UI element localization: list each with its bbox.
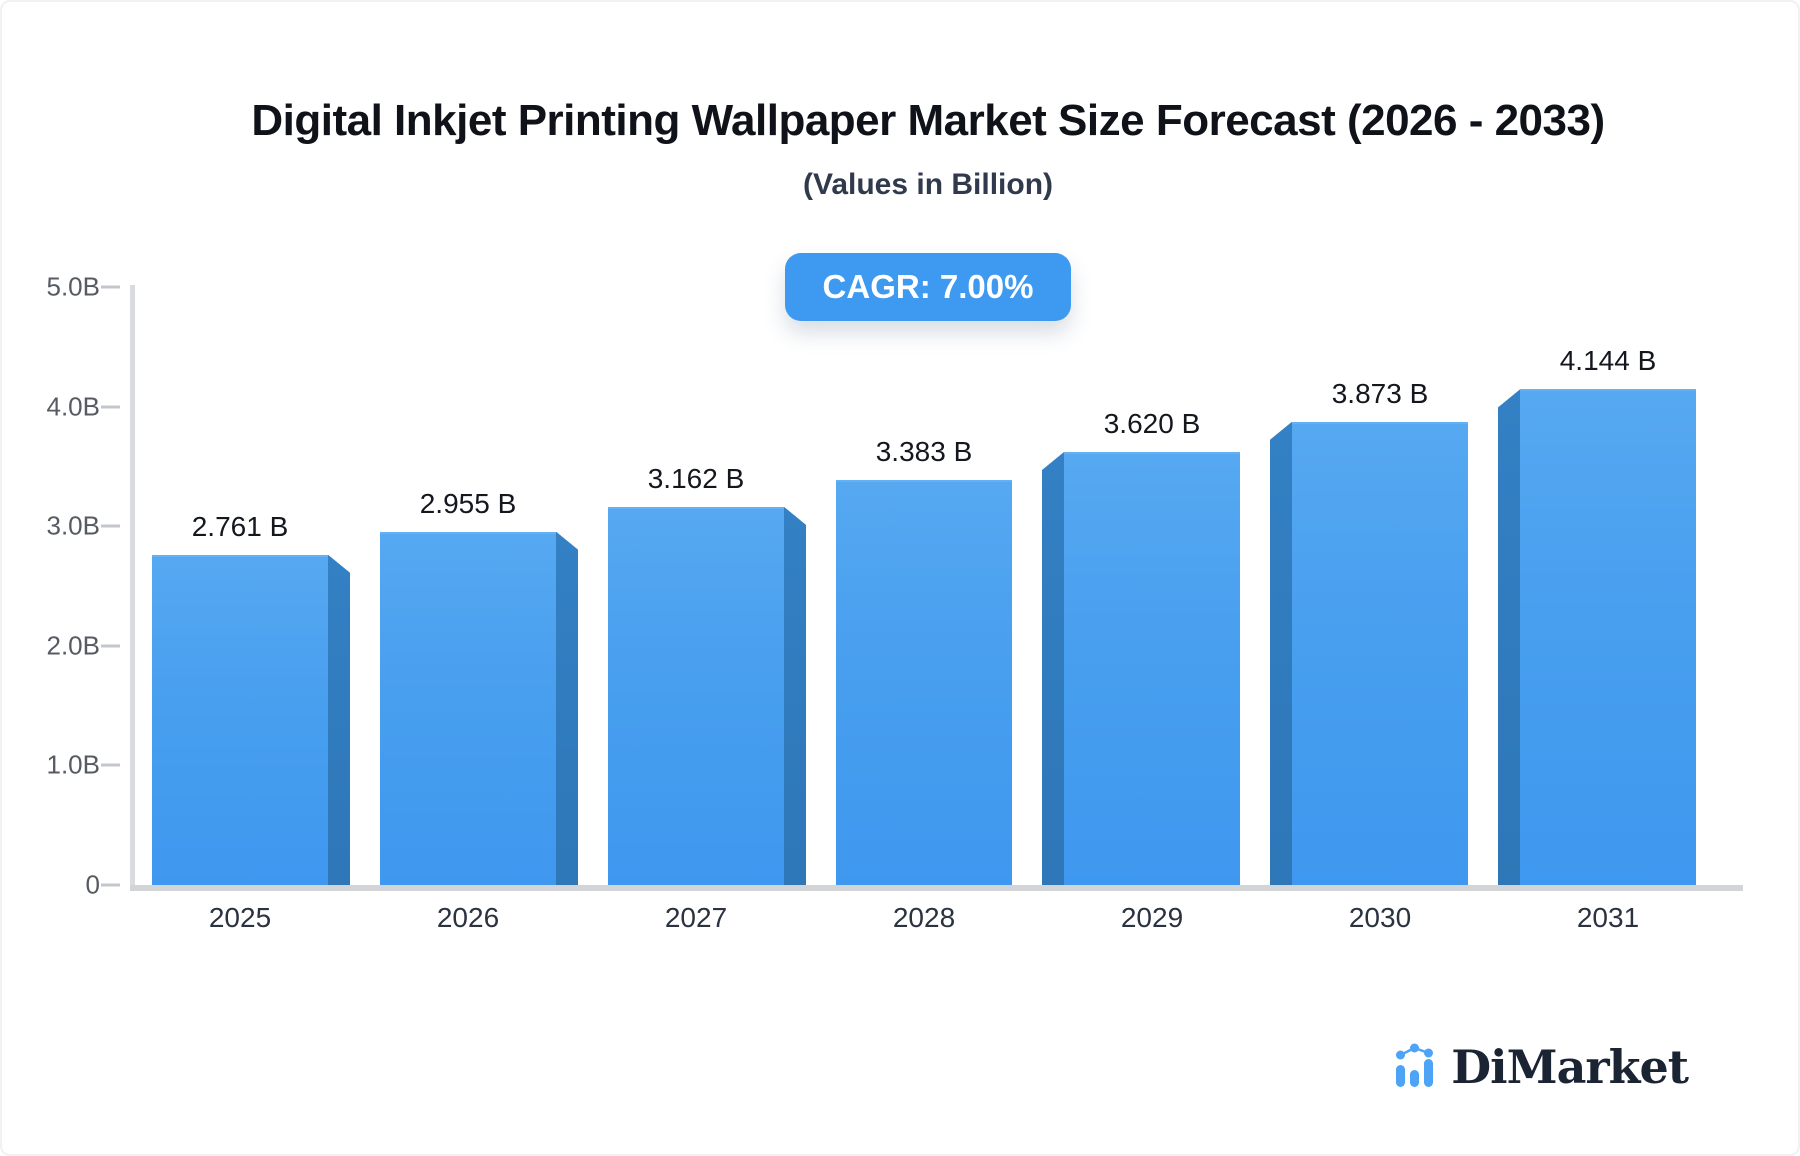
bar-value-label: 3.162 B: [647, 462, 745, 494]
bar-value-label: 3.873 B: [1331, 377, 1429, 409]
y-tick-mark: [101, 644, 120, 648]
y-tick-mark: [101, 763, 120, 767]
bar-2030: [1292, 421, 1468, 885]
bar-2026: [380, 531, 556, 885]
bar-2028: [836, 480, 1012, 885]
bar-2031: [1520, 389, 1696, 885]
bar-value-label: 3.620 B: [1103, 408, 1201, 440]
x-category-label: 2030: [1348, 902, 1412, 933]
y-tick-label: 4.0B: [46, 391, 101, 422]
bar-2029: [1064, 452, 1240, 885]
x-category-label: 2026: [436, 902, 500, 933]
cagr-badge-row: CAGR: 7.00%: [56, 253, 1800, 321]
bar-value-label: 4.144 B: [1559, 345, 1657, 377]
logo-text: DiMarket: [1451, 1040, 1689, 1094]
bar-value-label: 2.955 B: [419, 487, 517, 519]
bar-chart-logo-icon: [1396, 1043, 1434, 1087]
bar-side-face: [556, 531, 578, 885]
bar-side-face: [1042, 452, 1064, 885]
y-tick-mark: [101, 524, 120, 528]
y-tick-mark: [101, 883, 120, 887]
y-tick-mark: [101, 285, 120, 289]
bar-value-label: 3.383 B: [875, 436, 973, 468]
x-category-label: 2025: [208, 902, 272, 933]
y-axis-line: [130, 285, 135, 890]
x-category-label: 2031: [1576, 902, 1640, 933]
y-tick-label: 0: [85, 869, 100, 900]
bar-side-face: [784, 506, 806, 885]
y-tick-label: 2.0B: [46, 630, 101, 661]
bar-side-face: [328, 554, 350, 885]
x-category-label: 2027: [664, 902, 728, 933]
y-tick-mark: [101, 405, 120, 409]
y-tick-label: 3.0B: [46, 510, 101, 541]
chart-subtitle: (Values in Billion): [802, 168, 1054, 201]
y-tick-label: 1.0B: [46, 749, 101, 780]
dimarket-logo: DiMarket: [1389, 1040, 1689, 1094]
chart-title: Digital Inkjet Printing Wallpaper Market…: [251, 96, 1605, 145]
x-category-label: 2028: [892, 902, 956, 933]
x-axis-baseline: [130, 885, 1743, 891]
x-category-label: 2029: [1120, 902, 1184, 933]
bar-side-face: [1270, 421, 1292, 885]
y-tick-label: 5.0B: [46, 271, 101, 302]
bar-2025: [152, 554, 328, 885]
cagr-badge: CAGR: 7.00%: [784, 253, 1072, 321]
bar-value-label: 2.761 B: [191, 510, 289, 542]
bar-2027: [608, 506, 784, 885]
bar-side-face: [1498, 389, 1520, 885]
